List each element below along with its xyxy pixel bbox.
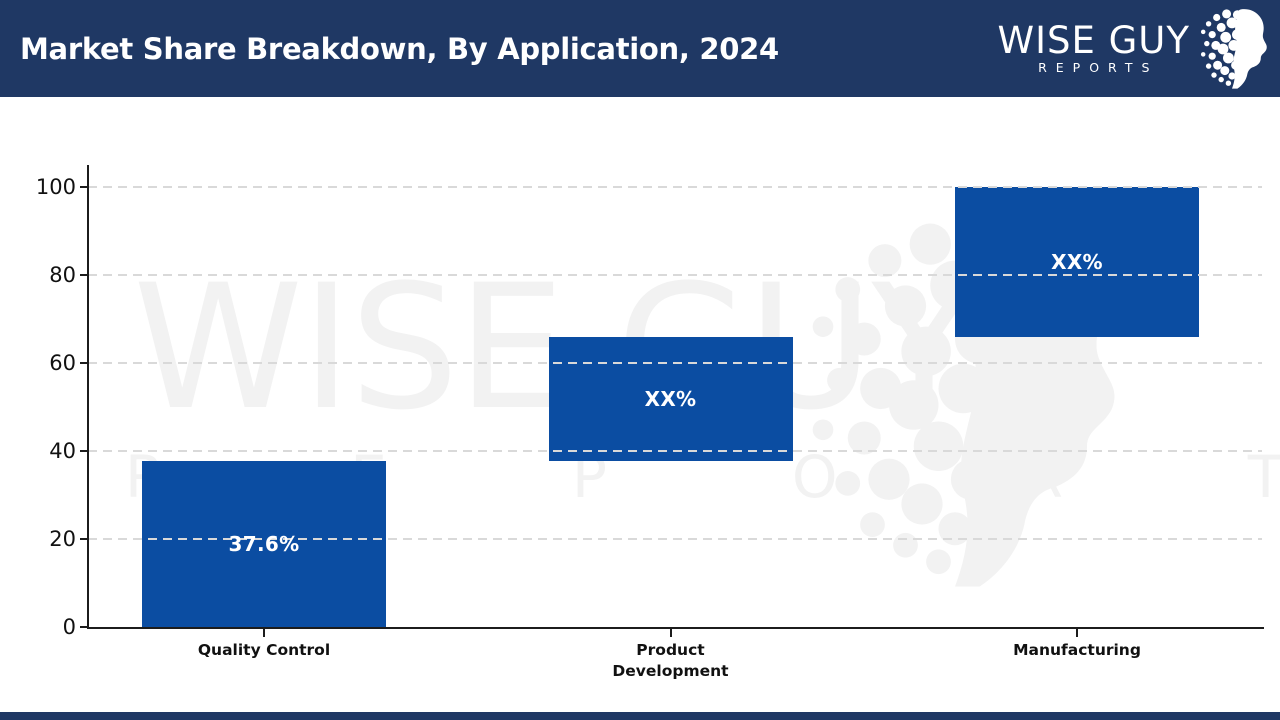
y-axis-tick — [80, 537, 88, 540]
gridline-60 — [88, 361, 1262, 364]
watermark-wiseguy-text: WISE GUY — [133, 247, 977, 448]
y-axis-tick — [80, 449, 88, 452]
y-axis-tick-label: 60 — [49, 350, 76, 375]
x-axis-tick — [669, 629, 672, 637]
gridline-80 — [88, 273, 1262, 276]
y-axis-tick — [80, 185, 88, 188]
y-axis-tick-label: 20 — [49, 526, 76, 551]
x-axis-tick — [1076, 629, 1078, 637]
footer-bar — [0, 712, 1280, 720]
watermark-face-logo — [790, 215, 1120, 595]
gridline-40 — [88, 449, 1262, 452]
bar-quality-control — [142, 461, 386, 627]
y-axis-tick-label: 80 — [49, 262, 76, 287]
x-axis-tick — [263, 629, 265, 637]
gridline-20 — [88, 537, 1262, 540]
brand-face-icon — [1196, 7, 1268, 91]
x-axis-label-manufacturing: Manufacturing — [1013, 641, 1141, 659]
y-axis-tick-label: 0 — [62, 615, 76, 639]
y-axis-spine — [87, 165, 89, 629]
y-axis-tick — [80, 626, 88, 628]
gridline-100 — [88, 185, 1262, 188]
brand-logo-text: WISE GUY REPORTS — [998, 22, 1190, 75]
header-bar: Market Share Breakdown, By Application, … — [0, 0, 1280, 97]
y-axis-tick — [80, 361, 88, 364]
bar-manufacturing — [955, 186, 1199, 338]
y-axis-tick-label: 40 — [49, 438, 76, 463]
bar-value-label-product-development: XX% — [644, 387, 697, 412]
bar-product-development — [548, 337, 793, 462]
brand-logo: WISE GUY REPORTS — [998, 0, 1268, 97]
x-axis-label-product-development: Product Development — [612, 641, 729, 680]
bar-value-label-quality-control: 37.6% — [228, 532, 300, 557]
chart-title: Market Share Breakdown, By Application, … — [20, 31, 779, 66]
y-axis-tick-label: 100 — [35, 174, 76, 199]
brand-subname: REPORTS — [1038, 60, 1159, 76]
watermark-reports-text: R E P O R T S — [125, 443, 1280, 511]
bar-value-label-manufacturing: XX% — [1051, 249, 1103, 274]
brand-name: WISE GUY — [997, 19, 1190, 63]
y-axis-tick — [80, 273, 88, 276]
x-axis-label-quality-control: Quality Control — [197, 641, 331, 659]
x-axis-spine — [87, 627, 1264, 629]
